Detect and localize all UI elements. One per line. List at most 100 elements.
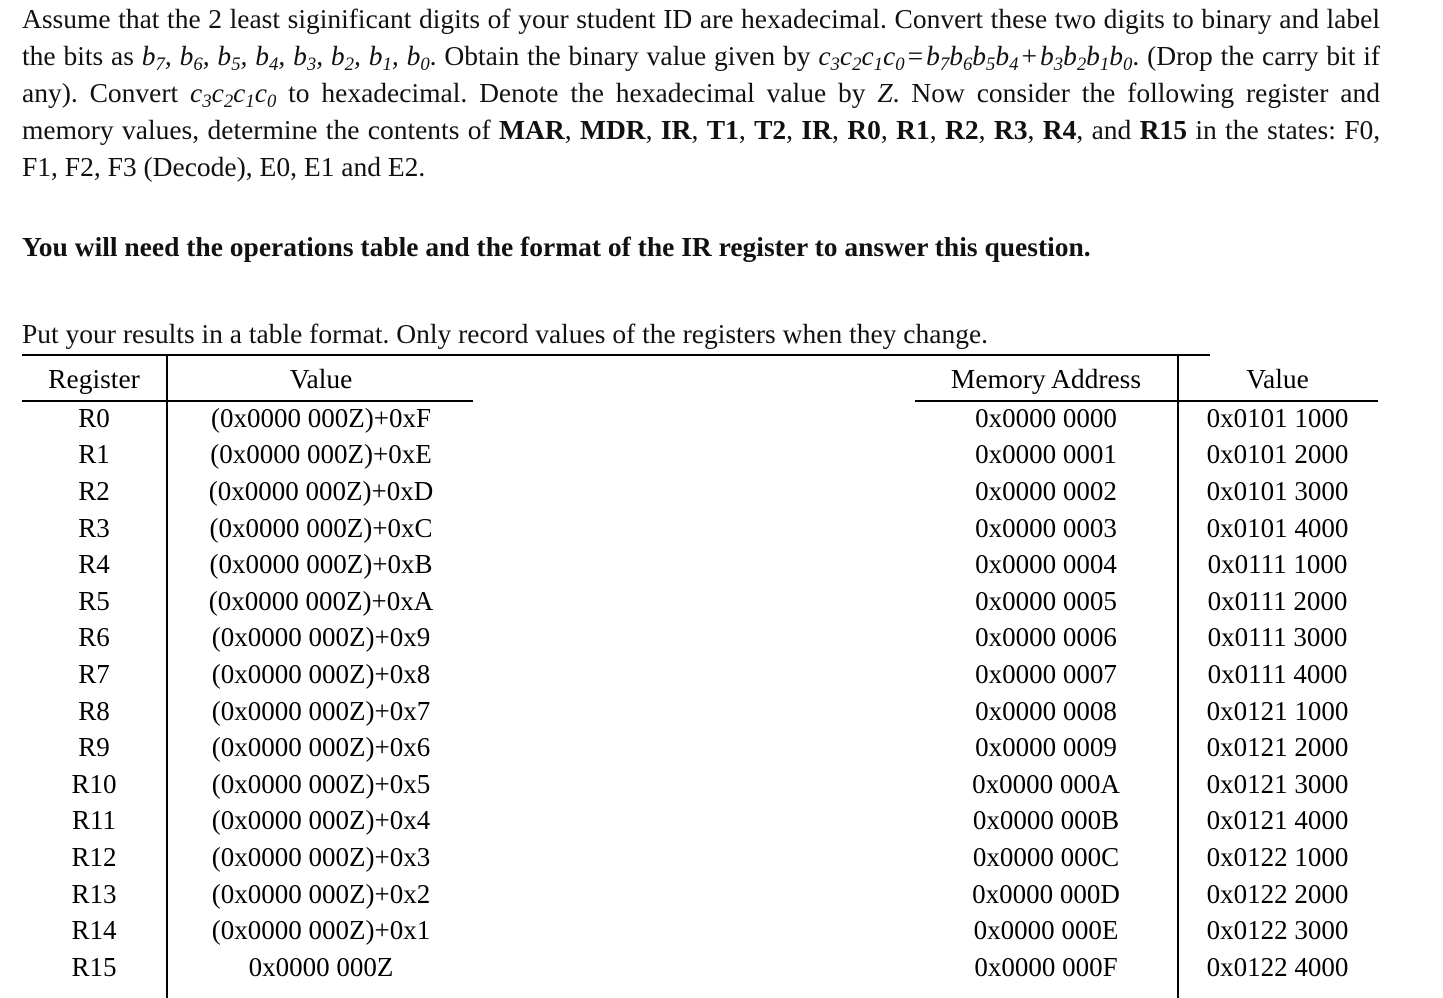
register-value-cell: (0x0000 000Z)+0xF	[211, 402, 431, 433]
register-value-cell: (0x0000 000Z)+0x4	[211, 805, 431, 836]
register-table-head: Register Value	[22, 358, 476, 400]
register-value-cell: (0x0000 000Z)+0x3	[211, 841, 431, 872]
memory-value-cell: 0x0122 4000	[1206, 951, 1349, 982]
instruction-paragraph: Put your results in a table format. Only…	[22, 318, 989, 349]
register-value-cell: (0x0000 000Z)+0x8	[211, 658, 431, 689]
memory-value-cell: 0x0122 1000	[1206, 841, 1349, 872]
carry-value-math: c3c2c1c0	[190, 77, 277, 113]
memory-table-head: Memory Address Value	[915, 358, 1378, 400]
register-mention-mdr: MDR	[579, 114, 646, 145]
memory-address-cell: 0x0000 0000	[975, 402, 1117, 433]
register-mention-ir-2: IR	[801, 114, 832, 145]
table-row: R15 0x0000 000Z	[22, 949, 476, 986]
register-table-header-row: Register Value	[22, 358, 476, 400]
register-name-cell: R12	[71, 841, 117, 872]
memory-address-cell: 0x0000 0007	[975, 658, 1117, 689]
memory-table-header-row: Memory Address Value	[915, 358, 1378, 400]
register-value-cell: (0x0000 000Z)+0x9	[211, 622, 431, 653]
register-mention-t1: T1	[706, 114, 739, 145]
register-table-column-divider	[166, 356, 168, 998]
memory-address-cell: 0x0000 0002	[975, 475, 1117, 506]
register-name-cell: R13	[71, 878, 117, 909]
table-row: 0x0000 0001 0x0101 2000	[915, 437, 1378, 474]
register-table-header-rule	[22, 400, 473, 402]
memory-value-cell: 0x0111 3000	[1207, 622, 1348, 653]
memory-value-cell: 0x0101 1000	[1206, 402, 1349, 433]
carry-equation-math: c3c2c1c0 = b7b6b5b4 + b3b2b1b0	[818, 40, 1133, 76]
memory-address-cell: 0x0000 000E	[973, 915, 1119, 946]
register-value-cell: (0x0000 000Z)+0x5	[211, 768, 431, 799]
memory-address-cell: 0x0000 0004	[975, 549, 1117, 580]
memory-value-cell: 0x0121 1000	[1206, 695, 1349, 726]
memory-header-value: Value	[1246, 363, 1309, 394]
table-row: 0x0000 0006 0x0111 3000	[915, 620, 1378, 657]
register-value-cell: (0x0000 000Z)+0x7	[211, 695, 431, 726]
register-name-cell: R8	[78, 695, 110, 726]
memory-address-cell: 0x0000 0008	[975, 695, 1117, 726]
register-mention-ir: IR	[660, 114, 692, 145]
table-row: R1 (0x0000 000Z)+0xE	[22, 437, 476, 474]
memory-address-cell: 0x0000 0006	[975, 622, 1117, 653]
table-row: R4 (0x0000 000Z)+0xB	[22, 546, 476, 583]
bit-labels-math: b7, b6, b5, b4, b3, b2, b1, b0	[141, 40, 430, 76]
register-mention-mar: MAR	[499, 114, 565, 145]
table-row: 0x0000 0009 0x0121 2000	[915, 729, 1378, 766]
memory-value-cell: 0x0122 3000	[1206, 915, 1349, 946]
register-name-cell: R0	[78, 402, 110, 433]
memory-table-body: 0x0000 0000 0x0101 1000 0x0000 0001 0x01…	[915, 400, 1378, 986]
table-row: R11 (0x0000 000Z)+0x4	[22, 803, 476, 840]
register-name-cell: R10	[71, 768, 117, 799]
register-table: Register Value R0 (0x0000 000Z)+0xF R1 (…	[22, 358, 476, 986]
table-row: R3 (0x0000 000Z)+0xC	[22, 510, 476, 547]
memory-address-cell: 0x0000 000B	[972, 805, 1120, 836]
table-row: 0x0000 0000 0x0101 1000	[915, 400, 1378, 437]
register-mention-r0: R0	[847, 114, 881, 145]
memory-address-cell: 0x0000 0005	[975, 585, 1117, 616]
memory-value-cell: 0x0121 4000	[1206, 805, 1349, 836]
memory-value-cell: 0x0111 1000	[1207, 549, 1348, 580]
register-header-name: Register	[48, 363, 140, 394]
register-value-cell: (0x0000 000Z)+0xD	[208, 475, 434, 506]
register-name-cell: R11	[71, 805, 116, 836]
table-row: R5 (0x0000 000Z)+0xA	[22, 583, 476, 620]
register-mention-r1: R1	[896, 114, 930, 145]
register-value-cell: 0x0000 000Z	[248, 951, 394, 982]
memory-address-cell: 0x0000 000A	[972, 768, 1120, 799]
register-mention-r4: R4	[1042, 114, 1077, 145]
register-name-cell: R1	[78, 439, 110, 470]
variable-z-math: Z	[877, 77, 893, 108]
memory-table-column-divider	[1177, 356, 1179, 998]
register-value-cell: (0x0000 000Z)+0xA	[208, 585, 434, 616]
register-table-top-rule	[22, 354, 1210, 356]
table-row: R0 (0x0000 000Z)+0xF	[22, 400, 476, 437]
table-row: R8 (0x0000 000Z)+0x7	[22, 693, 476, 730]
register-value-cell: (0x0000 000Z)+0xE	[210, 439, 432, 470]
memory-address-cell: 0x0000 0009	[975, 732, 1117, 763]
register-value-cell: (0x0000 000Z)+0x2	[211, 878, 431, 909]
register-name-cell: R4	[78, 549, 110, 580]
register-mention-t2: T2	[754, 114, 787, 145]
register-name-cell: R6	[78, 622, 110, 653]
memory-address-cell: 0x0000 000F	[974, 951, 1118, 982]
memory-value-cell: 0x0111 2000	[1207, 585, 1348, 616]
register-header-value: Value	[289, 363, 353, 394]
register-name-cell: R7	[78, 658, 110, 689]
table-row: 0x0000 000D 0x0122 2000	[915, 876, 1378, 913]
table-row: 0x0000 0008 0x0121 1000	[915, 693, 1378, 730]
table-row: R13 (0x0000 000Z)+0x2	[22, 876, 476, 913]
memory-address-cell: 0x0000 000D	[972, 878, 1120, 909]
table-row: 0x0000 0005 0x0111 2000	[915, 583, 1378, 620]
memory-header-address: Memory Address	[950, 363, 1142, 394]
register-value-cell: (0x0000 000Z)+0xC	[209, 512, 433, 543]
register-mention-r3: R3	[993, 114, 1028, 145]
table-row: R6 (0x0000 000Z)+0x9	[22, 620, 476, 657]
memory-value-cell: 0x0101 4000	[1206, 512, 1349, 543]
register-name-cell: R14	[71, 915, 117, 946]
register-name-cell: R3	[78, 512, 110, 543]
intro-paragraph: Assume that the 2 least siginificant dig…	[22, 3, 1381, 182]
memory-address-cell: 0x0000 0001	[975, 439, 1117, 470]
register-name-cell: R9	[78, 732, 110, 763]
table-row: 0x0000 0007 0x0111 4000	[915, 656, 1378, 693]
memory-value-cell: 0x0101 3000	[1206, 475, 1349, 506]
register-name-cell: R15	[71, 951, 117, 982]
